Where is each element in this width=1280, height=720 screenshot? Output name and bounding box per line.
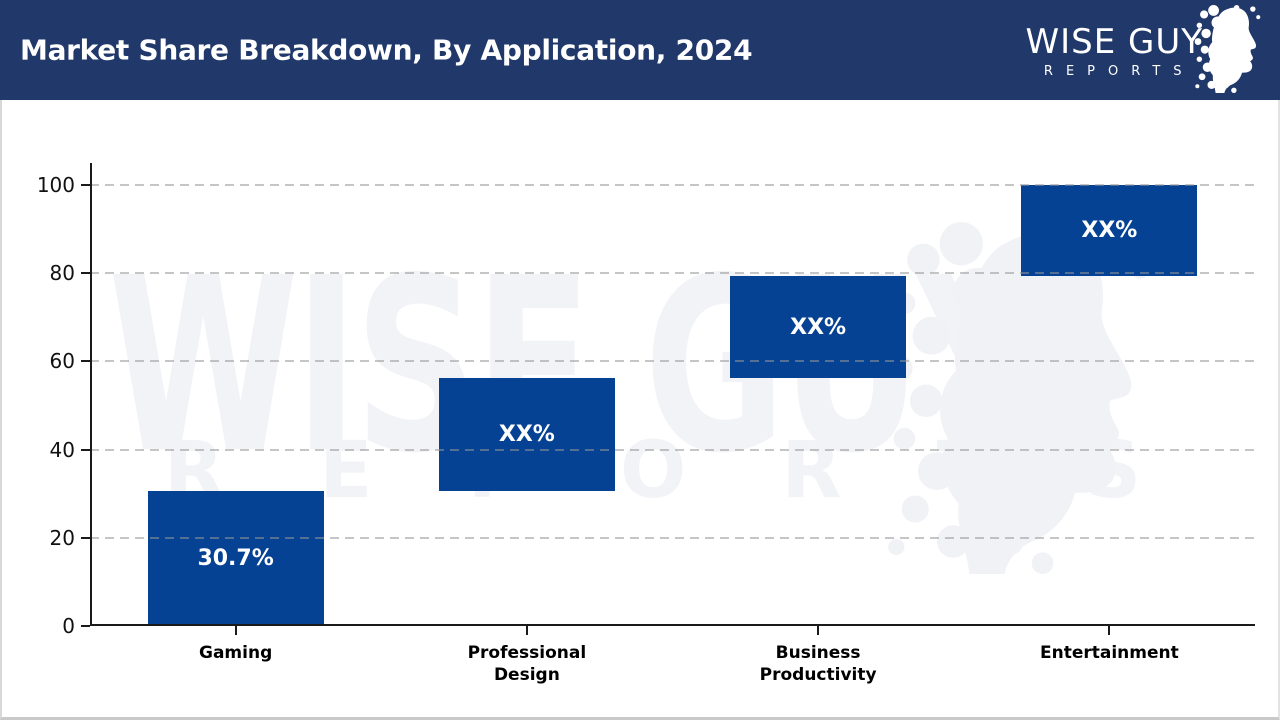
ylabel: 40 <box>49 437 75 462</box>
xtick <box>1108 626 1111 635</box>
ytick <box>81 272 90 275</box>
brand-logo: WISE GUY REPORTS <box>1025 5 1268 93</box>
ytick <box>81 536 90 539</box>
gridline <box>90 184 1255 187</box>
logo-wordmark: WISE GUY <box>1025 22 1203 63</box>
ylabel: 80 <box>49 261 75 286</box>
xtick <box>234 626 237 635</box>
ytick <box>81 184 90 187</box>
cat-label: Professional Design <box>467 643 587 686</box>
ylabel: 60 <box>49 349 75 374</box>
bar: XX% <box>730 276 907 378</box>
xtick <box>525 626 528 635</box>
chart-area: WISE GUY R E P O R T S 0 20 40 60 80 100 30.7%… <box>0 100 1280 720</box>
cat-label: Business Productivity <box>759 643 877 686</box>
gridline <box>90 272 1255 275</box>
bar-value-label: XX% <box>1081 218 1138 244</box>
bar: XX% <box>438 377 615 491</box>
ylabel: 20 <box>49 525 75 550</box>
bar: 30.7% <box>147 490 324 626</box>
ytick <box>81 625 90 627</box>
plot-area: 0 20 40 60 80 100 30.7% Gaming XX% Professional D… <box>37 163 1255 685</box>
cat-label: Gaming <box>199 643 273 663</box>
header-band: Market Share Breakdown, By Application, … <box>0 0 1280 100</box>
cat-label: Entertainment <box>1039 643 1179 663</box>
brand-logo-text: WISE GUY REPORTS <box>1025 22 1203 79</box>
y-axis-spine <box>90 163 92 626</box>
ytick <box>81 448 90 451</box>
logo-subtitle: REPORTS <box>1043 63 1195 79</box>
gridline <box>90 536 1255 539</box>
bar-value-label: 30.7% <box>197 545 274 571</box>
gridline <box>90 360 1255 363</box>
ylabel: 0 <box>62 614 75 638</box>
bar-value-label: XX% <box>790 314 847 340</box>
chart-title: Market Share Breakdown, By Application, … <box>20 33 753 67</box>
xtick <box>817 626 820 635</box>
bar-value-label: XX% <box>498 421 555 447</box>
ylabel: 100 <box>36 173 75 198</box>
x-axis-spine <box>90 624 1255 626</box>
ytick <box>81 360 90 363</box>
dotted-head-logo-icon <box>1194 5 1261 93</box>
bar: XX% <box>1021 185 1198 277</box>
gridline <box>90 448 1255 451</box>
